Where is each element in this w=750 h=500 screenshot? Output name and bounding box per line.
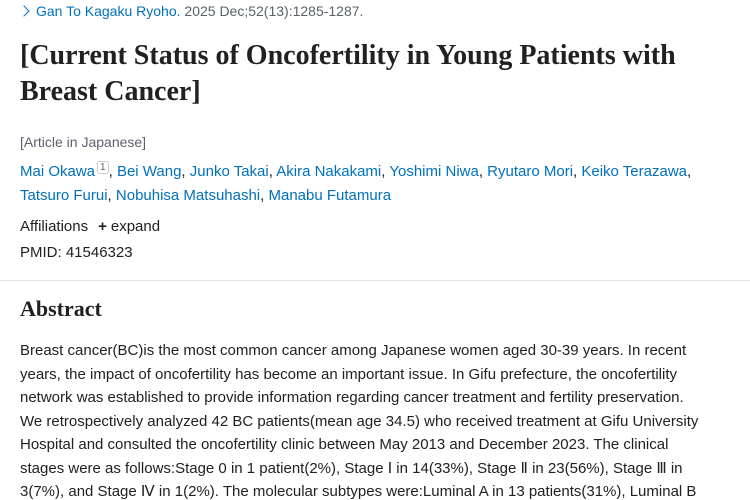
- language-note: [Article in Japanese]: [20, 134, 147, 150]
- author-separator: ,: [107, 187, 112, 204]
- author-separator: ,: [687, 163, 692, 180]
- citation: Gan To Kagaku Ryoho. 2025 Dec;52(13):128…: [18, 3, 364, 19]
- abstract-heading: Abstract: [20, 296, 102, 321]
- abstract-line: Hospital and consulted the oncofertility…: [20, 436, 669, 453]
- article-title: [Current Status of Oncofertility in Youn…: [20, 40, 676, 107]
- author-link[interactable]: Yoshimi Niwa: [389, 163, 479, 180]
- author-separator: ,: [573, 163, 578, 180]
- expand-button[interactable]: expand: [110, 218, 161, 235]
- abstract-line: 3(7%), and Stage Ⅳ in 1(2%). The molecul…: [20, 483, 697, 500]
- expand-icon[interactable]: +: [98, 218, 107, 235]
- author-link[interactable]: Manabu Futamura: [268, 187, 392, 204]
- author-link[interactable]: Bei Wang: [116, 163, 182, 180]
- citation-details: 2025 Dec;52(13):1285-1287.: [184, 3, 364, 19]
- author-separator: ,: [268, 163, 273, 180]
- author-row: Mai Okawa 1, Bei Wang, Junko Takai, Akira…: [20, 156, 691, 184]
- author-separator: ,: [260, 187, 265, 204]
- author-link[interactable]: Akira Nakakami: [276, 163, 382, 180]
- author-link[interactable]: Tatsuro Furui: [20, 187, 108, 204]
- author-link[interactable]: Keiko Terazawa: [581, 163, 687, 180]
- author-link[interactable]: Mai Okawa: [20, 163, 96, 180]
- abstract-line: Breast cancer(BC)is the most common canc…: [20, 342, 687, 359]
- pmid: PMID: 41546323: [20, 244, 133, 261]
- abstract-line: stages were as follows:Stage 0 in 1 pati…: [20, 459, 683, 477]
- abstract-line: network was established to provide infor…: [20, 389, 684, 406]
- author-list: Mai Okawa 1, Bei Wang, Junko Takai, Akira…: [20, 156, 691, 208]
- author-link[interactable]: Junko Takai: [189, 163, 269, 180]
- author-link[interactable]: Nobuhisa Matsuhashi: [115, 187, 261, 204]
- author-separator: ,: [181, 163, 186, 180]
- abstract-text: Breast cancer(BC)is the most common canc…: [20, 339, 698, 500]
- author-link[interactable]: Ryutaro Mori: [487, 163, 574, 180]
- affiliations-label: Affiliations: [20, 218, 89, 235]
- separator: [0, 280, 750, 281]
- abstract-line: years, the impact of oncofertility has b…: [20, 365, 677, 383]
- journal-link[interactable]: Gan To Kagaku Ryoho.: [36, 3, 181, 19]
- abstract-line: We retrospectively analyzed 42 BC patien…: [20, 412, 699, 430]
- author-separator: ,: [108, 163, 113, 180]
- affiliations: Affiliations + expand: [20, 218, 160, 235]
- affiliation-number[interactable]: 1: [97, 161, 109, 174]
- author-separator: ,: [381, 163, 386, 180]
- author-row: Tatsuro Furui, Nobuhisa Matsuhashi, Mana…: [20, 184, 691, 208]
- author-separator: ,: [478, 163, 483, 180]
